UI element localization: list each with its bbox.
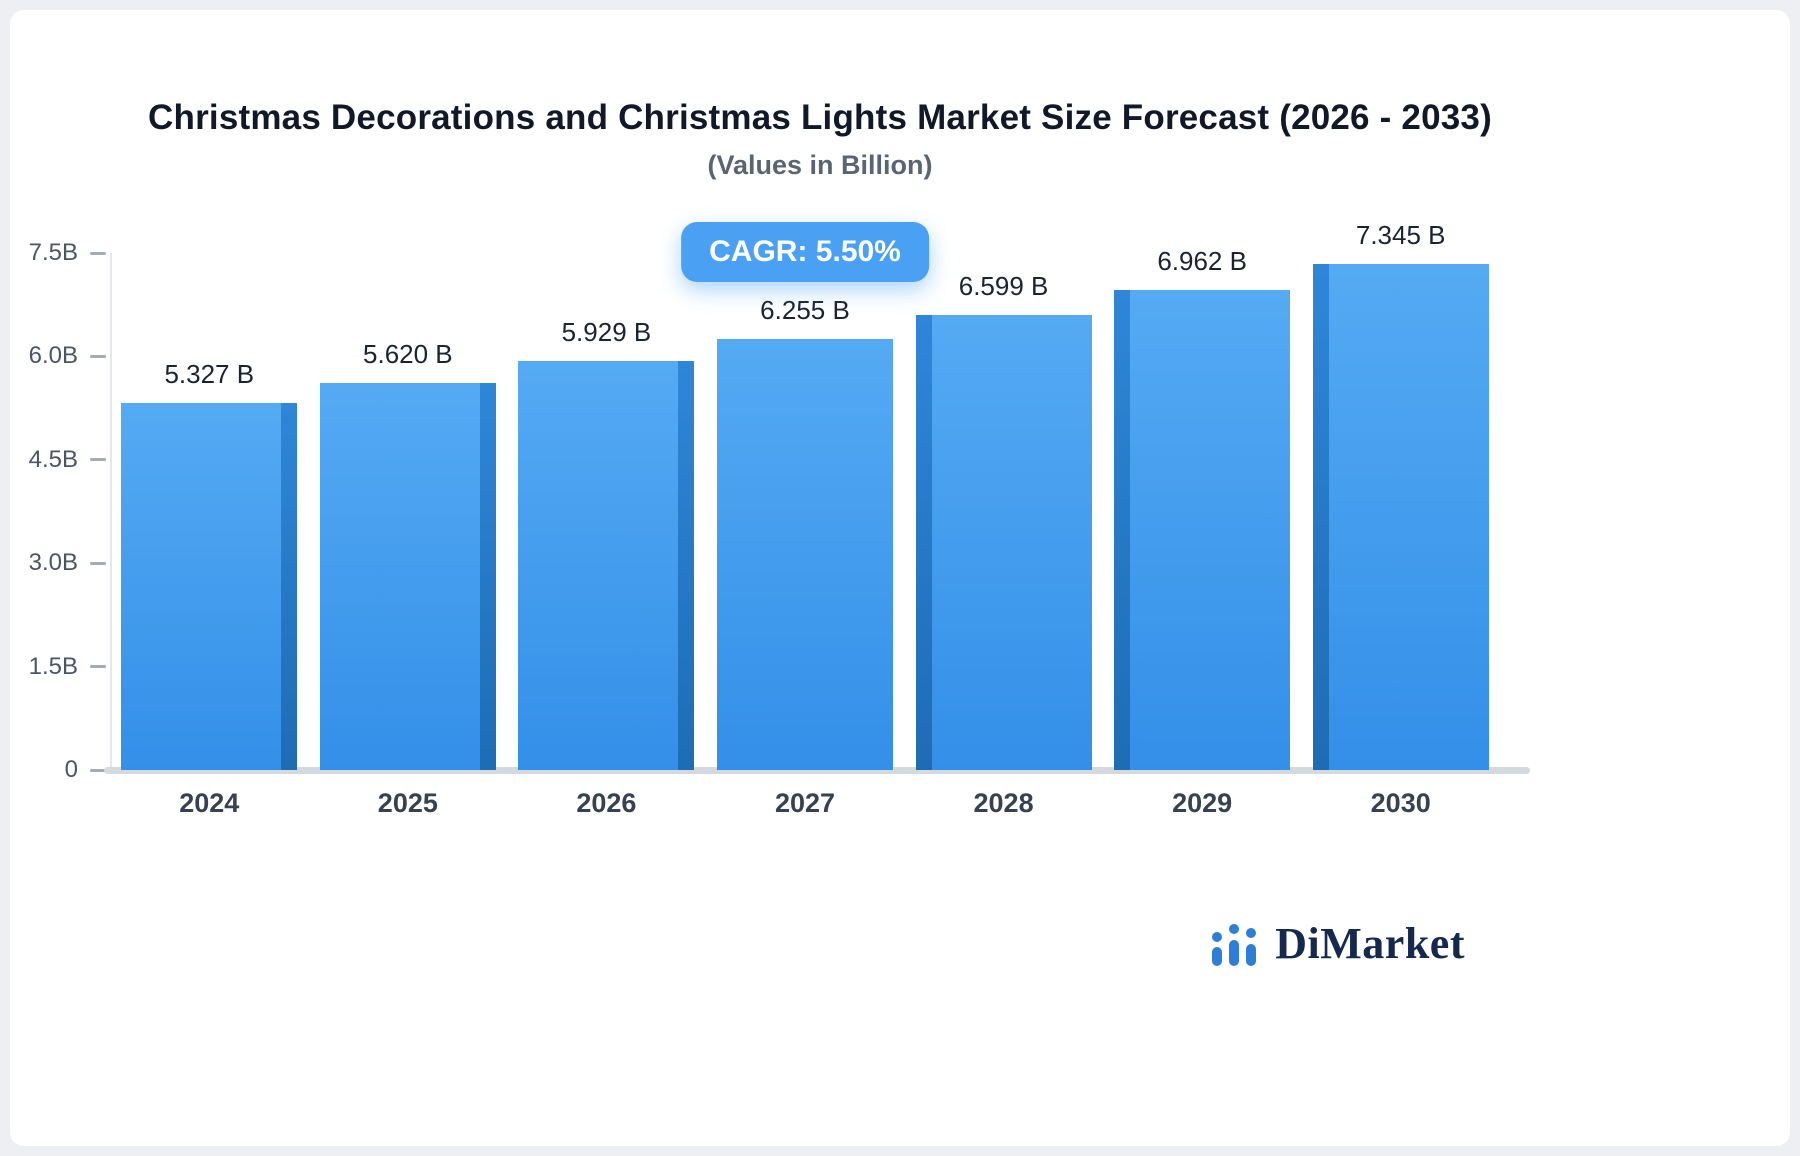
bar-group: 7.345 B — [1312, 220, 1489, 770]
bar-face — [518, 361, 679, 770]
y-tick-label: 3.0B — [28, 549, 78, 577]
bar-group: 6.962 B — [1114, 246, 1291, 770]
y-tick-label: 0 — [64, 756, 78, 783]
bar-group: 5.929 B — [518, 317, 695, 770]
bar-3d-side — [479, 382, 496, 770]
bar-3d-side — [678, 361, 695, 770]
y-tick: 6.0B — [10, 342, 106, 370]
y-tick-label: 7.5B — [28, 239, 78, 266]
y-tick: 7.5B — [10, 239, 106, 267]
y-tick: 4.5B — [10, 446, 106, 474]
chart-subtitle: (Values in Billion) — [707, 150, 933, 180]
bar — [915, 315, 1092, 770]
bar-face — [1130, 290, 1291, 770]
bar — [1312, 263, 1489, 770]
bar — [319, 382, 496, 770]
y-tick-label: 4.5B — [28, 445, 78, 473]
bar — [1114, 290, 1291, 770]
y-axis-line — [110, 253, 112, 770]
bar-group: 6.255 B — [717, 295, 893, 770]
y-tick: 3.0B — [10, 549, 106, 577]
plot-area: 5.327 B 5.620 B 5.929 B 6.255 B 6.599 B 6.962… — [104, 220, 1530, 774]
bar-3d-side — [915, 315, 932, 770]
y-tick: 0 — [10, 756, 106, 784]
x-axis: 2024 2025 2026 2027 2028 2029 2030 — [110, 788, 1500, 828]
y-tick-dash — [90, 251, 106, 255]
bar-value-label: 5.327 B — [164, 358, 255, 389]
bar-3d-side — [281, 402, 298, 770]
bar-value-label: 5.929 B — [561, 317, 652, 348]
bar-face — [319, 382, 480, 770]
x-axis-label: 2028 — [973, 788, 1034, 818]
x-axis-label: 2027 — [774, 788, 836, 818]
chart-title: Christmas Decorations and Christmas Ligh… — [148, 98, 1492, 137]
x-axis-label: 2029 — [1172, 788, 1233, 818]
chart-card: Christmas Decorations and Christmas Ligh… — [10, 10, 1790, 1146]
y-tick-dash — [90, 458, 106, 462]
bar-group: 6.599 B — [915, 271, 1092, 770]
bar-value-label: 6.255 B — [760, 294, 850, 325]
bar-3d-side — [1312, 263, 1329, 770]
y-tick-label: 1.5B — [28, 652, 78, 680]
bar-group: 5.327 B — [121, 359, 298, 770]
bar-value-label: 6.962 B — [1157, 246, 1247, 277]
y-tick-dash — [90, 665, 106, 669]
x-axis-label: 2025 — [377, 788, 438, 818]
bar-chart-icon — [1207, 916, 1261, 970]
brand-logo: DiMarket — [1207, 916, 1465, 970]
bar — [121, 402, 298, 770]
bar-group: 5.620 B — [319, 339, 496, 770]
x-axis-label: 2026 — [576, 788, 637, 818]
x-axis-label: 2030 — [1370, 788, 1431, 818]
bar-face — [1328, 263, 1489, 770]
y-tick-dash — [90, 354, 106, 358]
x-axis-baseline — [104, 767, 1530, 774]
bar — [717, 338, 893, 770]
bar-value-label: 6.599 B — [958, 271, 1049, 302]
cagr-badge: CAGR: 5.50% — [681, 222, 929, 282]
y-axis: 0 1.5B 3.0B 4.5B 6.0B 7.5B — [10, 239, 106, 783]
bar-value-label: 7.345 B — [1355, 219, 1446, 250]
bar-3d-side — [1114, 290, 1131, 770]
y-tick-dash — [90, 768, 106, 772]
bar-face — [717, 338, 893, 770]
y-tick-dash — [90, 561, 106, 565]
bar-value-label: 5.620 B — [363, 338, 453, 369]
bar-face — [121, 402, 282, 770]
bar — [518, 361, 695, 770]
x-axis-label: 2024 — [179, 788, 240, 818]
y-tick: 1.5B — [10, 653, 106, 681]
brand-name: DiMarket — [1275, 918, 1465, 968]
y-tick-label: 6.0B — [28, 342, 78, 370]
bar-face — [931, 315, 1092, 770]
